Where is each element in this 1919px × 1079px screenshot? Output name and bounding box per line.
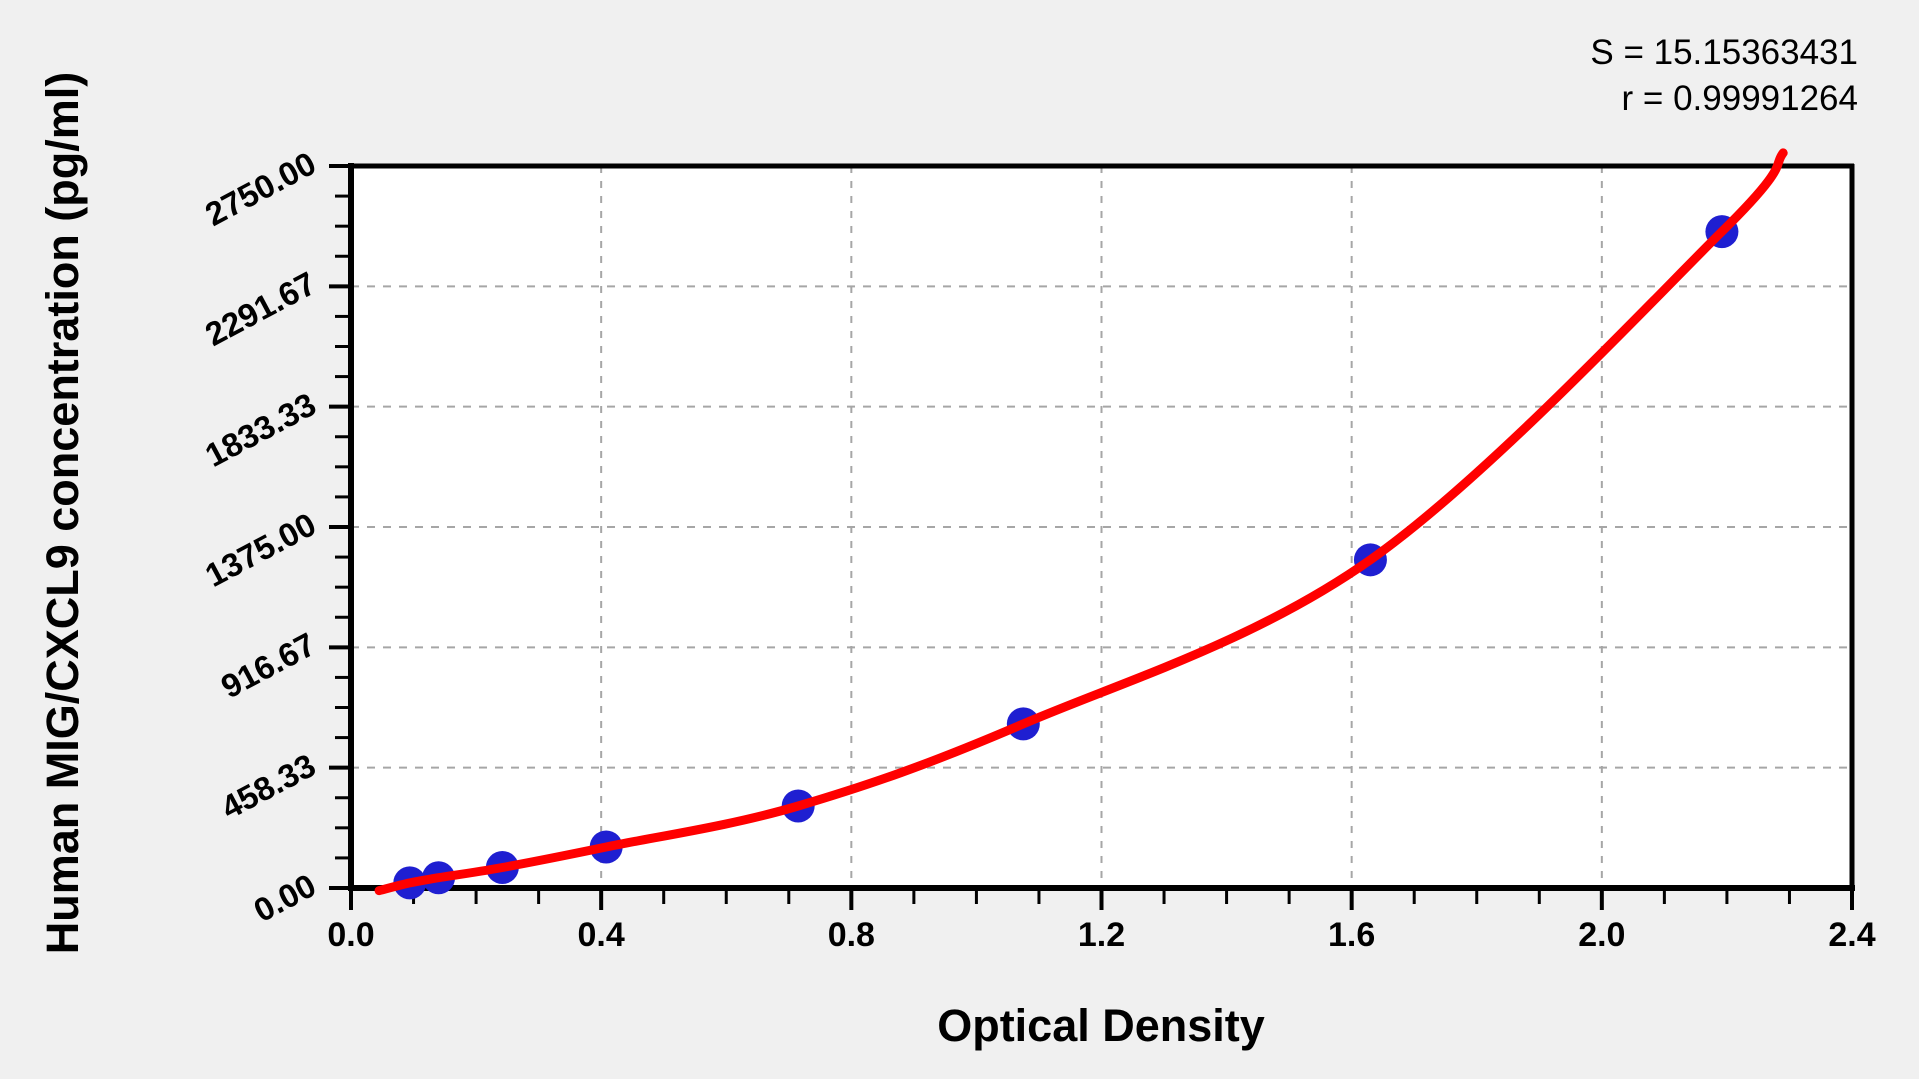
x-tick-label: 0.8 (827, 916, 875, 954)
fit-curve (374, 148, 1788, 896)
x-tick-label: 0.0 (327, 916, 375, 954)
x-axis-title: Optical Density (937, 1000, 1265, 1051)
x-tick-label: 0.4 (577, 916, 625, 954)
fit-s-value: S = 15.15363431 (1590, 33, 1858, 72)
x-tick-label: 1.2 (1077, 916, 1126, 954)
x-tick-label: 1.6 (1328, 916, 1376, 954)
y-axis-title: Human MIG/CXCL9 concentration (pg/ml) (37, 71, 88, 955)
x-tick-label: 2.4 (1828, 916, 1876, 954)
fit-r-value: r = 0.99991264 (1621, 79, 1858, 118)
x-tick-label: 2.0 (1578, 916, 1626, 954)
